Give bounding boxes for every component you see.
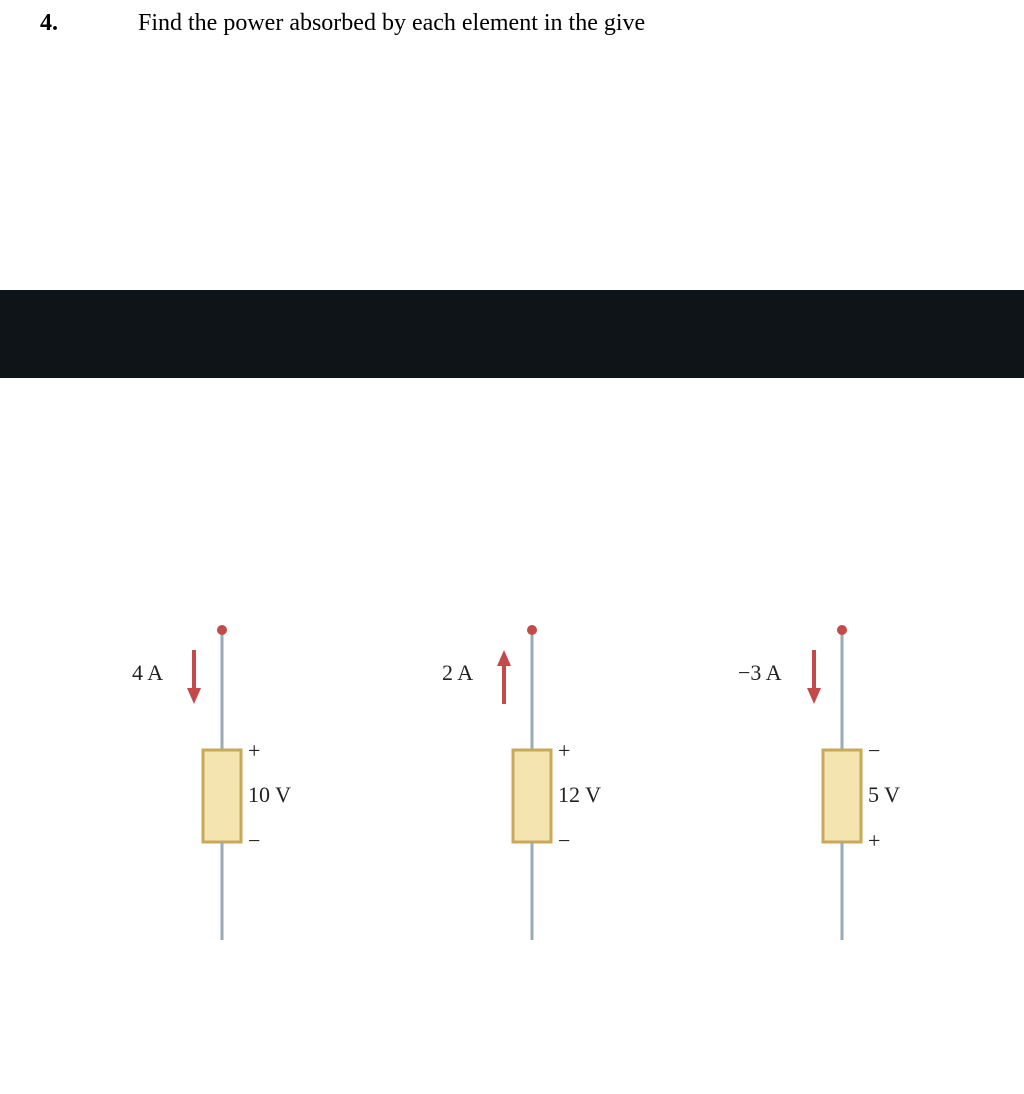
voltage-label-3: 5 V — [868, 782, 900, 808]
question-number: 4. — [40, 10, 58, 37]
current-label-3: −3 A — [738, 660, 782, 686]
black-divider-bar — [0, 290, 1024, 378]
bottom-sign-1: − — [248, 828, 260, 854]
circuits-container: 4 A + 10 V − 2 A + 12 V − −3 A — [0, 620, 1024, 990]
bottom-sign-2: − — [558, 828, 570, 854]
circuit-element-2: 2 A + 12 V − — [422, 620, 602, 990]
question-text: Find the power absorbed by each element … — [138, 10, 645, 37]
voltage-label-2: 12 V — [558, 782, 601, 808]
circuit-element-1: 4 A + 10 V − — [112, 620, 292, 990]
current-label-1: 4 A — [132, 660, 163, 686]
voltage-label-1: 10 V — [248, 782, 291, 808]
question-header: 4. Find the power absorbed by each eleme… — [0, 0, 1024, 47]
top-sign-3: − — [868, 738, 880, 764]
circuit-element-3: −3 A − 5 V + — [732, 620, 912, 990]
top-sign-2: + — [558, 738, 570, 764]
current-label-2: 2 A — [442, 660, 473, 686]
bottom-sign-3: + — [868, 828, 880, 854]
top-sign-1: + — [248, 738, 260, 764]
